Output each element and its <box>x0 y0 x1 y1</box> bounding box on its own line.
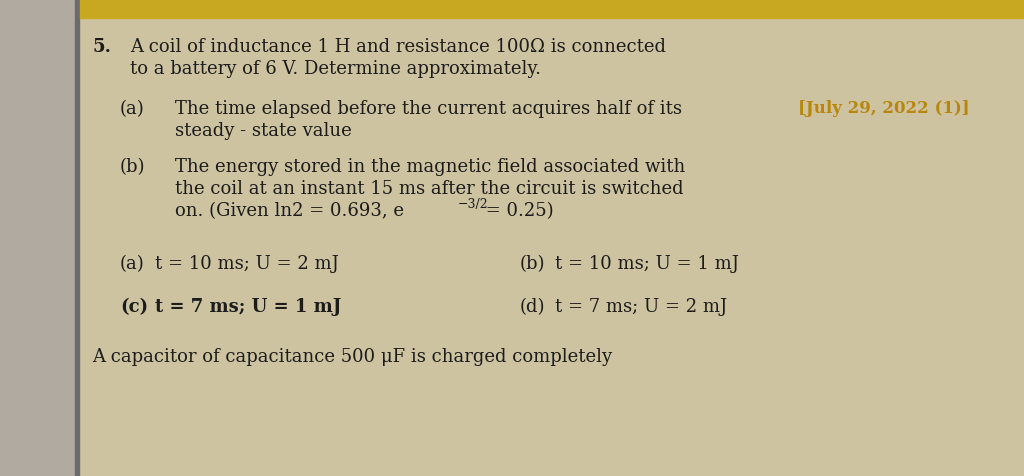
Bar <box>80 0 1024 18</box>
Bar <box>75 0 79 476</box>
Text: t = 10 ms; U = 2 mJ: t = 10 ms; U = 2 mJ <box>155 255 339 273</box>
Text: t = 7 ms; U = 1 mJ: t = 7 ms; U = 1 mJ <box>155 298 341 316</box>
Bar <box>0 0 80 476</box>
Text: (d): (d) <box>520 298 546 316</box>
Text: to a battery of 6 V. Determine approximately.: to a battery of 6 V. Determine approxima… <box>130 60 541 78</box>
Text: The energy stored in the magnetic field associated with: The energy stored in the magnetic field … <box>175 158 685 176</box>
Text: steady - state value: steady - state value <box>175 122 352 140</box>
Text: (a): (a) <box>120 255 144 273</box>
Text: (c): (c) <box>120 298 148 316</box>
Text: A coil of inductance 1 H and resistance 100Ω is connected: A coil of inductance 1 H and resistance … <box>130 38 666 56</box>
Text: The time elapsed before the current acquires half of its: The time elapsed before the current acqu… <box>175 100 682 118</box>
Text: (b): (b) <box>520 255 546 273</box>
Text: t = 7 ms; U = 2 mJ: t = 7 ms; U = 2 mJ <box>555 298 727 316</box>
Text: A capacitor of capacitance 500 μF is charged completely: A capacitor of capacitance 500 μF is cha… <box>92 348 612 366</box>
Text: 5.: 5. <box>92 38 111 56</box>
Text: (b): (b) <box>120 158 145 176</box>
Text: on. (Given ln2 = 0.693, e: on. (Given ln2 = 0.693, e <box>175 202 404 220</box>
Text: the coil at an instant 15 ms after the circuit is switched: the coil at an instant 15 ms after the c… <box>175 180 684 198</box>
Text: (a): (a) <box>120 100 144 118</box>
Text: [July 29, 2022 (1)]: [July 29, 2022 (1)] <box>799 100 970 117</box>
Text: −3/2: −3/2 <box>458 198 488 211</box>
Text: = 0.25): = 0.25) <box>480 202 554 220</box>
Text: t = 10 ms; U = 1 mJ: t = 10 ms; U = 1 mJ <box>555 255 739 273</box>
